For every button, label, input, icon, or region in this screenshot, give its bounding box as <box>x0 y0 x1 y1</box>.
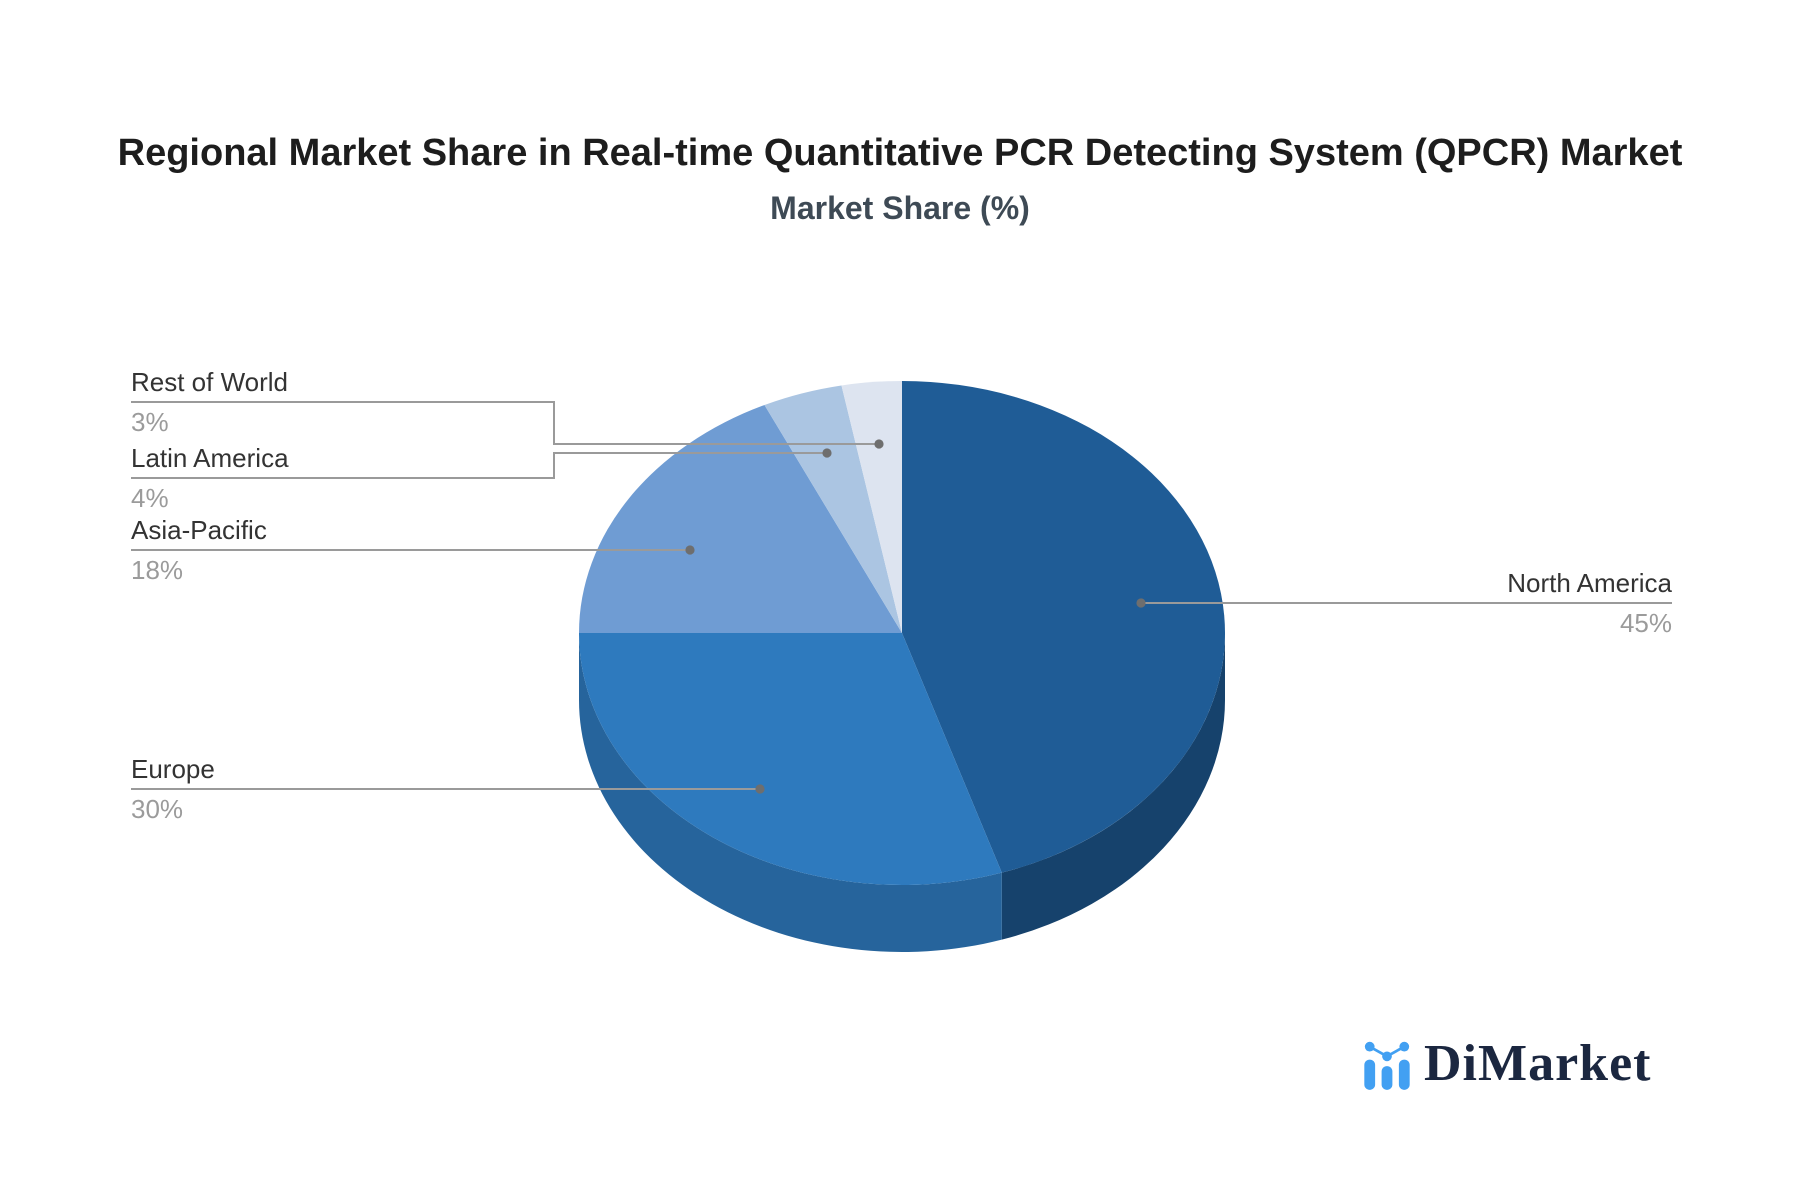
leader-dot-asia-pacific <box>685 545 695 555</box>
pie-slice-europe <box>579 633 1002 886</box>
leader-line-latin-america <box>131 452 827 479</box>
logo-text: DiMarket <box>1424 1035 1652 1092</box>
slice-name-latin-america: Latin America <box>131 443 289 473</box>
pie-side-europe <box>579 633 1002 952</box>
leader-dot-rest-of-world <box>874 439 884 449</box>
bar-line-chart-icon <box>1364 1041 1410 1090</box>
pie-slice-north-america <box>902 381 1226 873</box>
slice-name-north-america: North America <box>1507 568 1672 598</box>
page-title: Regional Market Share in Real-time Quant… <box>117 132 1683 174</box>
leader-dot-north-america <box>1136 598 1146 608</box>
slice-value-rest-of-world: 3% <box>131 407 169 437</box>
slice-value-europe: 30% <box>131 794 184 824</box>
slice-value-north-america: 45% <box>1619 608 1672 638</box>
slice-value-asia-pacific: 18% <box>131 555 184 585</box>
leader-dot-latin-america <box>822 448 832 458</box>
slice-name-europe: Europe <box>131 754 215 784</box>
slice-value-latin-america: 4% <box>131 483 169 513</box>
page-subtitle: Market Share (%) <box>770 190 1030 226</box>
pie-side-north-america <box>1001 633 1225 940</box>
pie-slice-asia-pacific <box>579 404 902 633</box>
leader-dot-europe <box>755 784 765 794</box>
logo: DiMarket <box>1362 1028 1651 1092</box>
leader-line-rest-of-world <box>131 401 879 445</box>
slice-name-rest-of-world: Rest of World <box>131 367 289 397</box>
pie-slice-latin-america <box>764 385 902 633</box>
slice-name-asia-pacific: Asia-Pacific <box>131 515 267 545</box>
